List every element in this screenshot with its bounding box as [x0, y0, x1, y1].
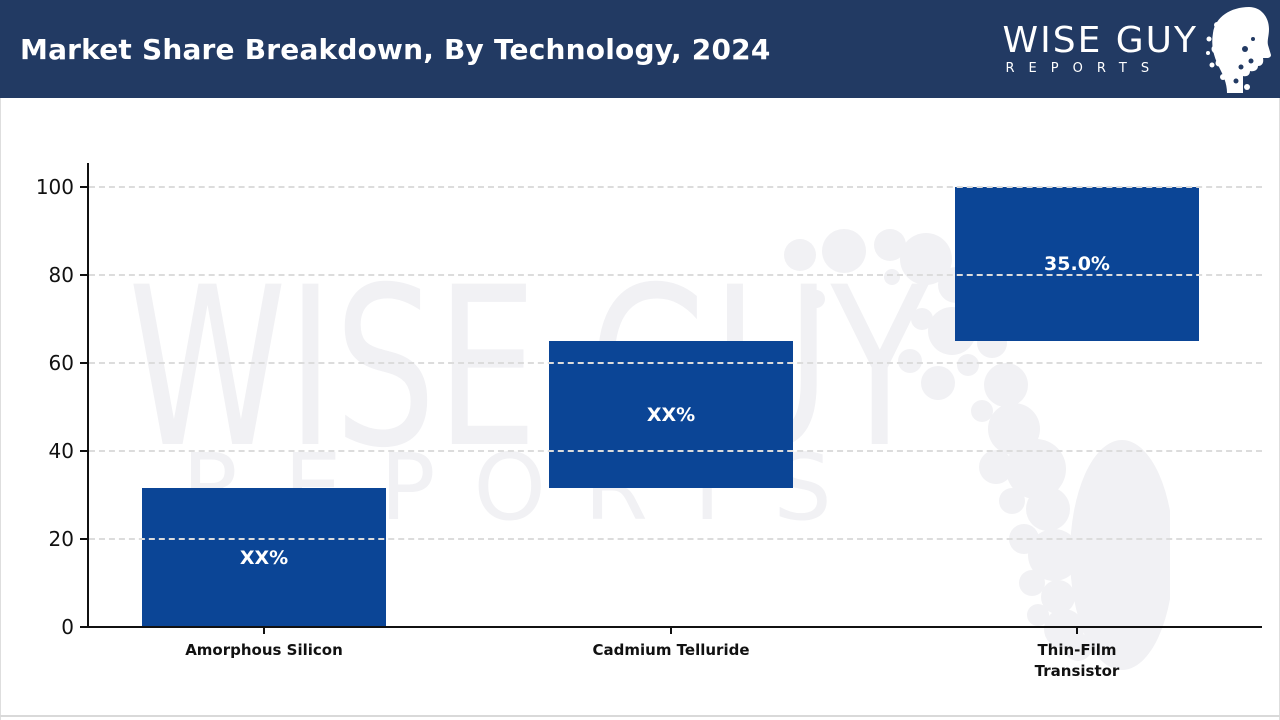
- page-border-left: [0, 98, 1, 720]
- y-tick-mark: [80, 274, 87, 276]
- y-tick-mark: [80, 186, 87, 188]
- grid-line: [89, 274, 1262, 276]
- wise-guy-reports-logo: WISE GUY REPORTS: [1003, 5, 1280, 93]
- grid-line: [89, 186, 1262, 188]
- x-tick-mark: [263, 628, 265, 634]
- bar: [142, 488, 386, 627]
- logo-subtitle: REPORTS: [1005, 61, 1164, 76]
- dotted-head-profile-icon: [1206, 7, 1271, 93]
- y-tick-mark: [80, 450, 87, 452]
- y-tick-label: 40: [48, 439, 74, 463]
- watermark-wordmark: WISE GUY: [128, 240, 929, 496]
- y-tick-label: 60: [48, 351, 74, 375]
- y-tick-mark: [80, 626, 87, 628]
- y-tick-label: 100: [35, 175, 74, 199]
- x-tick-label: Thin-Film Transistor: [1034, 641, 1120, 680]
- bar-value-label: XX%: [646, 403, 696, 426]
- x-tick-label: Cadmium Telluride: [592, 641, 750, 659]
- bar: [955, 187, 1199, 341]
- y-axis-spine: [87, 163, 89, 628]
- x-tick-mark: [1076, 628, 1078, 634]
- chart-title: Market Share Breakdown, By Technology, 2…: [20, 32, 771, 66]
- grid-line: [89, 362, 1262, 364]
- y-tick-label: 0: [61, 615, 74, 639]
- header-bar: Market Share Breakdown, By Technology, 2…: [0, 0, 1280, 98]
- y-tick-mark: [80, 362, 87, 364]
- x-tick-mark: [670, 628, 672, 634]
- y-tick-label: 20: [48, 527, 74, 551]
- bar: [549, 341, 793, 489]
- grid-line: [89, 538, 1262, 540]
- logo-text: WISE GUY REPORTS: [1002, 20, 1199, 76]
- x-tick-label: Amorphous Silicon: [185, 641, 343, 659]
- bar-value-label: XX%: [239, 546, 289, 569]
- y-tick-mark: [80, 538, 87, 540]
- y-tick-label: 80: [48, 263, 74, 287]
- page-border-bottom: [0, 715, 1280, 717]
- x-axis-spine: [87, 626, 1262, 628]
- bar-value-label: 35.0%: [1044, 253, 1110, 275]
- grid-line: [89, 450, 1262, 452]
- logo-wordmark: WISE GUY: [1002, 20, 1198, 61]
